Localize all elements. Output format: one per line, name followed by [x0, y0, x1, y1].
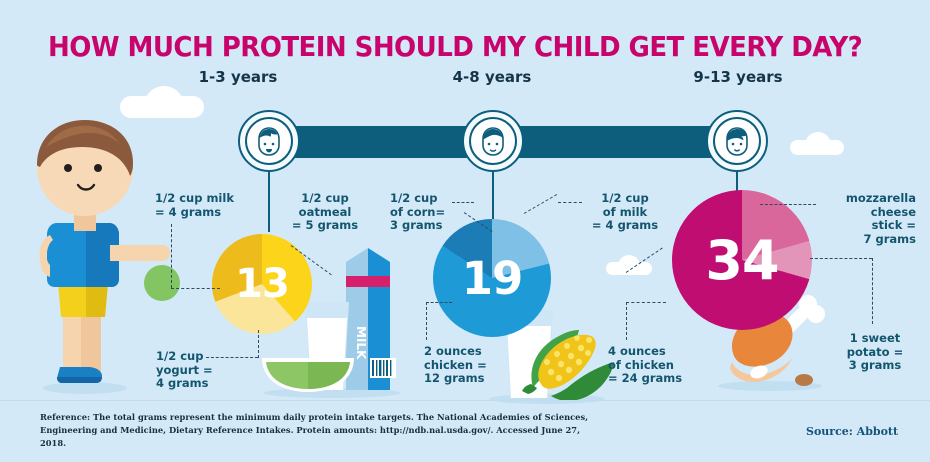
callout-milk-1: 1/2 cup milk = 4 grams: [155, 191, 234, 219]
callout-connector: [872, 258, 873, 324]
callout-chicken-2: 2 ounces chicken = 12 grams: [424, 344, 487, 386]
callout-connector: [626, 302, 627, 340]
source-attribution: Source: Abbott: [806, 425, 899, 438]
callout-connector: [258, 330, 259, 358]
pie-total-3: 34: [705, 228, 779, 292]
callout-milk-2: 1/2 cup of milk = 4 grams: [591, 191, 659, 233]
pie-chart-1: 13: [212, 234, 312, 334]
cloud-icon: [805, 132, 831, 148]
child-face-icon: [713, 117, 761, 165]
child-face-icon: [245, 117, 293, 165]
callout-connector: [171, 288, 220, 289]
pie-chart-2: 19: [433, 219, 551, 337]
timeline-node-1[interactable]: [238, 110, 300, 172]
callout-corn-2: 1/2 cup of corn= 3 grams: [390, 191, 446, 233]
timeline-node-3[interactable]: [706, 110, 768, 172]
reference-text: Reference: The total grams represent the…: [40, 412, 589, 448]
page-title: HOW MUCH PROTEIN SHOULD MY CHILD GET EVE…: [48, 30, 863, 63]
callout-connector: [810, 258, 872, 259]
age-label-3: 9-13 years: [693, 68, 783, 86]
timeline-node-2[interactable]: [462, 110, 524, 172]
pie-chart-3: 34: [672, 190, 812, 330]
footer-divider: [0, 400, 930, 401]
callout-connector: [760, 204, 816, 205]
callout-connector: [206, 357, 258, 358]
callout-connector: [426, 302, 452, 303]
callout-connector: [558, 202, 582, 203]
callout-connector: [523, 194, 558, 214]
pie-total-1: 13: [235, 261, 290, 307]
pie-total-2: 19: [461, 251, 524, 305]
callout-oatmeal-1: 1/2 cup oatmeal = 5 grams: [291, 191, 359, 233]
callout-connector: [426, 302, 427, 340]
cloud-icon: [618, 255, 640, 269]
milk-carton-label: MILK: [354, 326, 368, 360]
callout-sweet-potato-3: 1 sweet potato = 3 grams: [846, 331, 904, 373]
callout-connector: [626, 302, 666, 303]
glass-of-milk-and-corn-illustration: [485, 300, 625, 410]
age-label-2: 4-8 years: [452, 68, 532, 86]
callout-chicken-3: 4 ounces of chicken = 24 grams: [608, 344, 683, 386]
connector-stem-1: [268, 172, 270, 232]
callout-connector: [171, 224, 172, 288]
callout-mozzarella-3: mozzarella cheese stick = 7 grams: [845, 191, 916, 246]
cloud-icon: [144, 86, 184, 112]
age-label-1: 1-3 years: [198, 68, 278, 86]
milk-carton-glass-bowl-illustration: MILK: [262, 240, 402, 405]
callout-yogurt-1: 1/2 cup yogurt = 4 grams: [156, 349, 213, 391]
connector-stem-3: [736, 172, 738, 194]
callout-connector: [452, 202, 474, 203]
connector-stem-2: [492, 172, 494, 224]
child-face-icon: [469, 117, 517, 165]
